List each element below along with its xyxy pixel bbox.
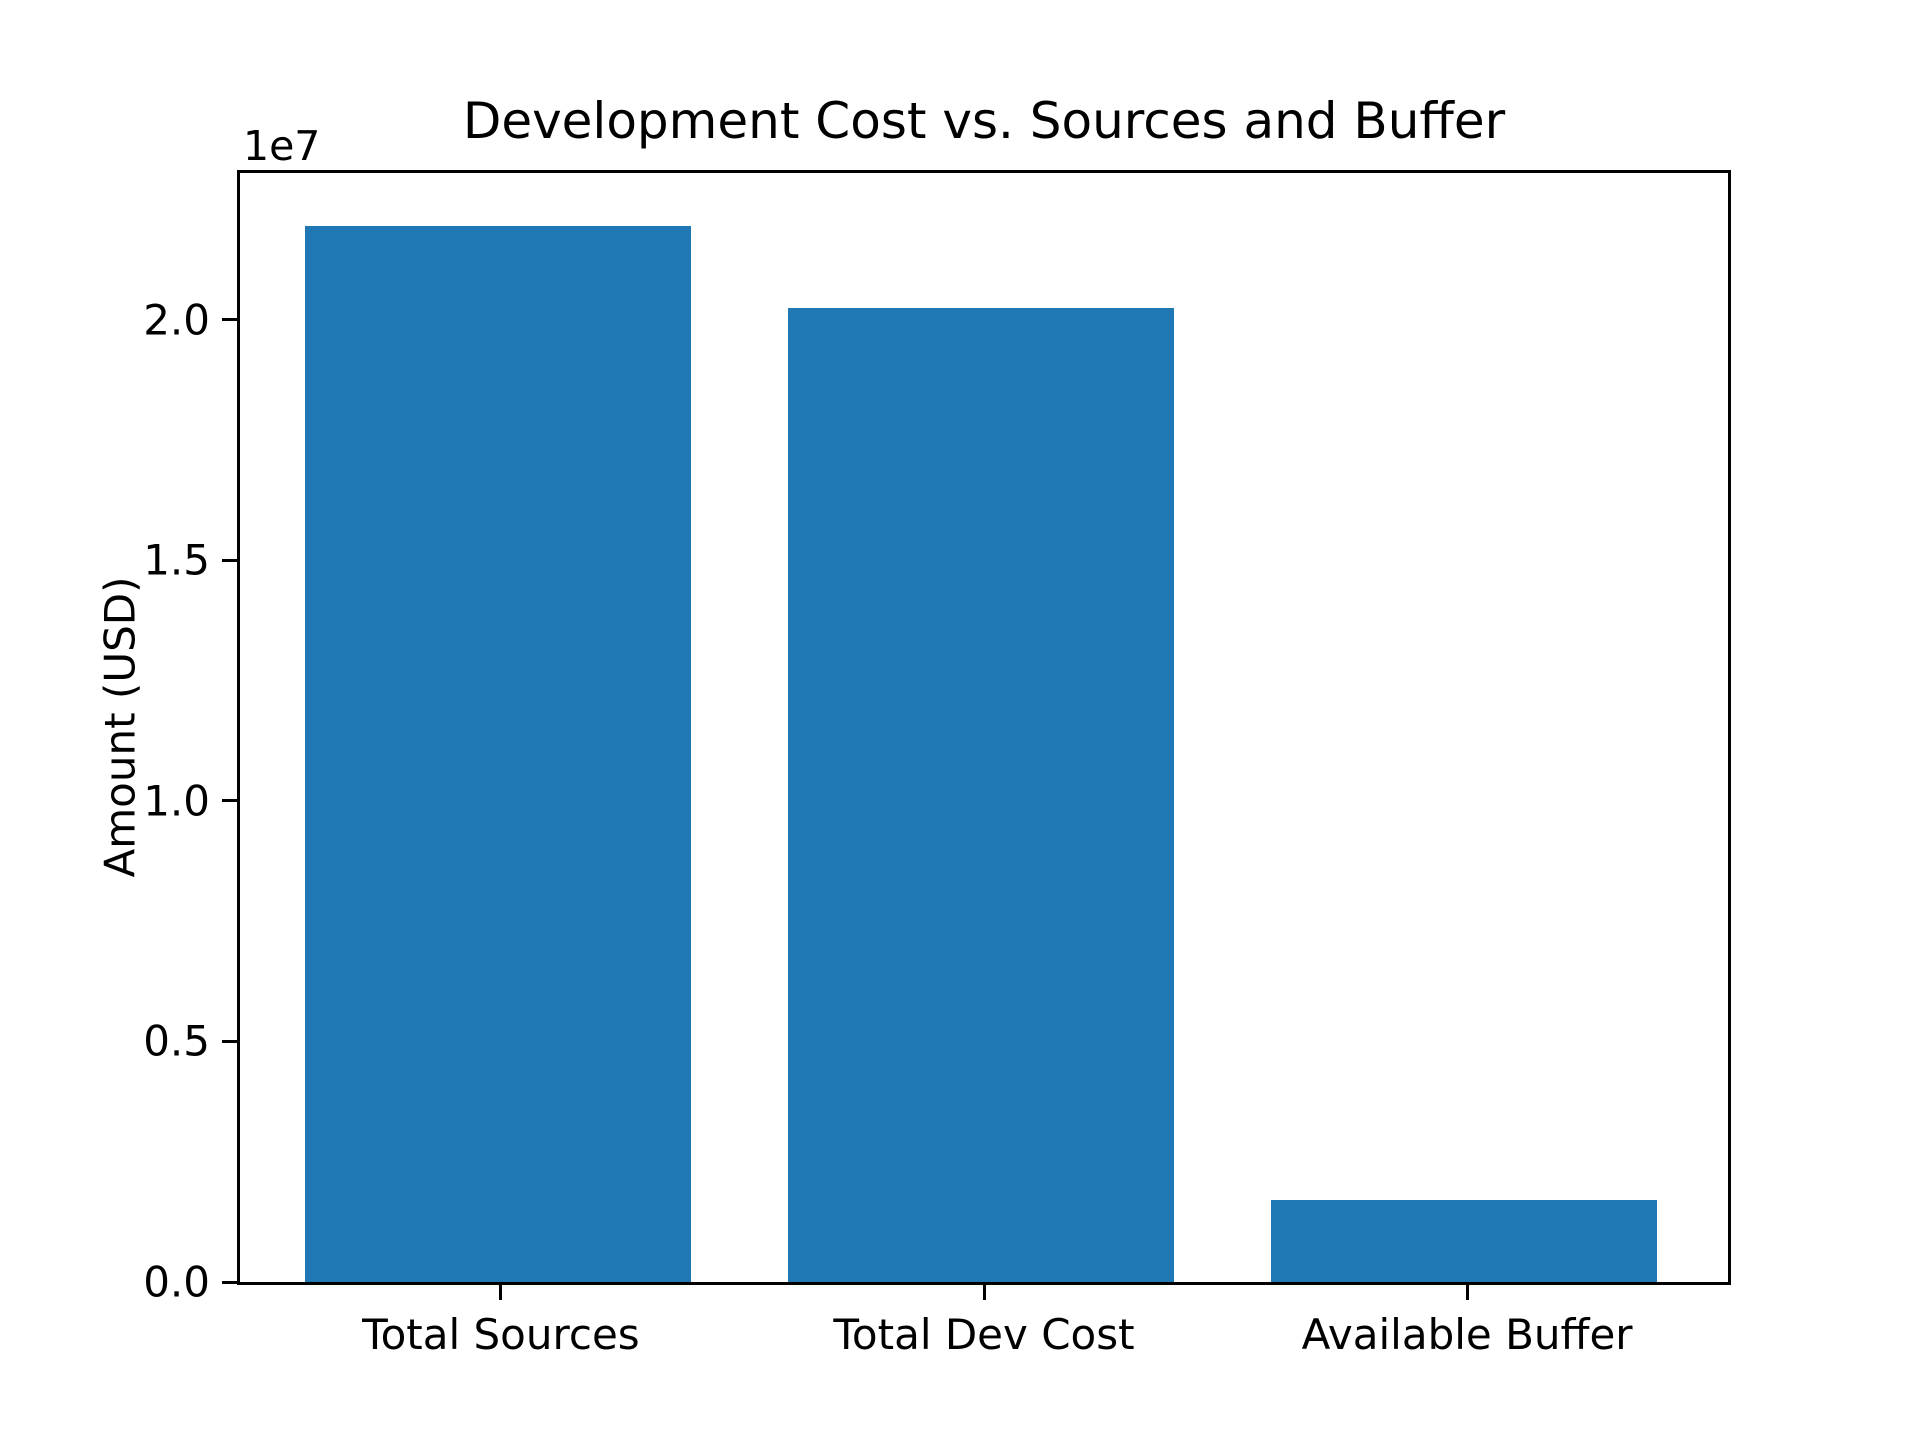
y-tick-mark	[222, 1039, 237, 1043]
bar-total-dev-cost	[787, 307, 1175, 1282]
bar-total-sources	[304, 225, 692, 1282]
chart-title: Development Cost vs. Sources and Buffer	[462, 92, 1506, 150]
x-tick-label-total-dev-cost: Total Dev Cost	[833, 1310, 1135, 1359]
x-tick-label-total-sources: Total Sources	[362, 1310, 640, 1359]
bar-available-buffer	[1270, 1200, 1658, 1282]
y-tick-label: 0.0	[143, 1257, 210, 1307]
y-tick-label: 0.5	[143, 1016, 210, 1066]
y-tick-mark	[222, 558, 237, 562]
x-tick-mark	[499, 1285, 503, 1300]
x-tick-label-available-buffer: Available Buffer	[1301, 1310, 1633, 1359]
x-tick-mark	[982, 1285, 986, 1300]
y-tick-label: 1.5	[143, 535, 210, 585]
y-tick-mark	[222, 799, 237, 803]
y-tick-label: 2.0	[143, 295, 210, 345]
plot-area	[237, 170, 1731, 1285]
y-axis-scale-offset-text: 1e7	[243, 122, 321, 170]
y-tick-label: 1.0	[143, 776, 210, 826]
y-tick-mark	[222, 318, 237, 322]
y-tick-mark	[222, 1280, 237, 1284]
x-tick-mark	[1465, 1285, 1469, 1300]
y-axis-label: Amount (USD)	[95, 576, 145, 878]
